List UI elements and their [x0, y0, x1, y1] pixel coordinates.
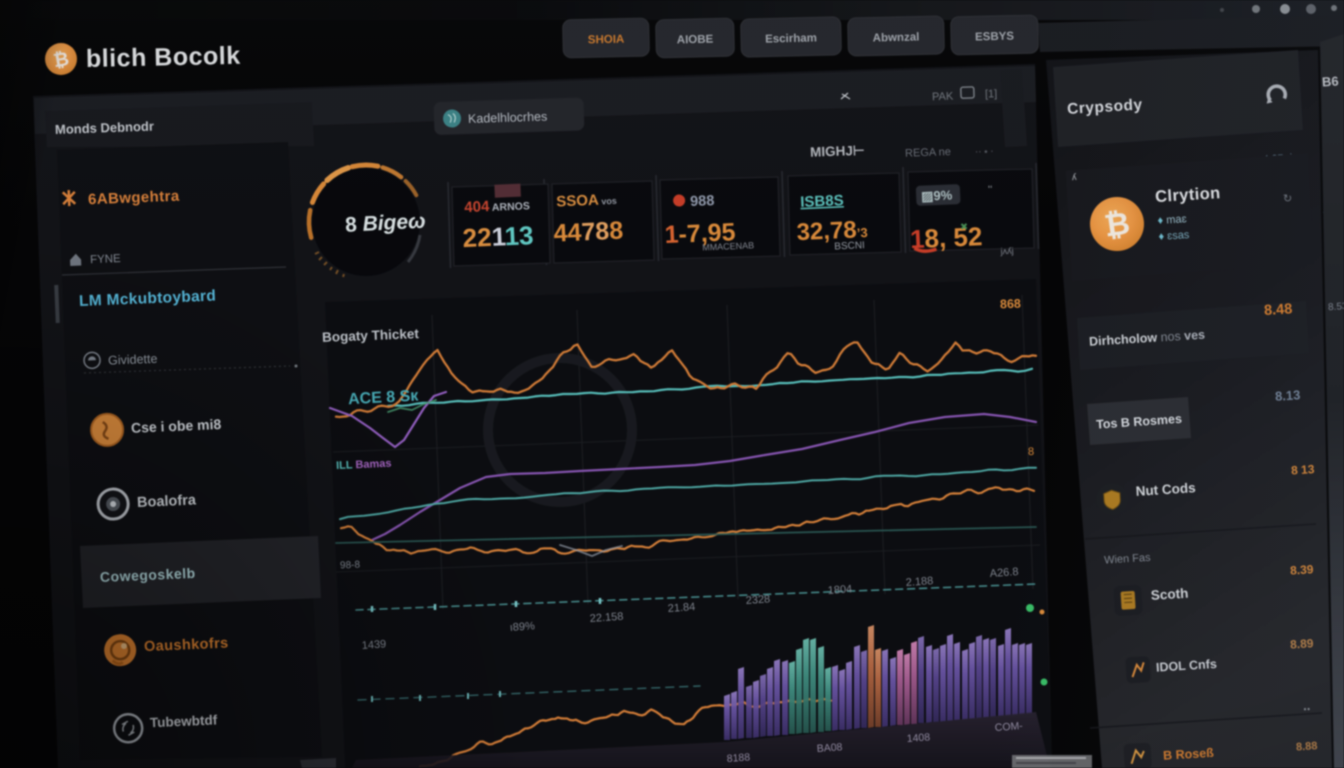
svg-text:..: ..: [1303, 698, 1311, 713]
svg-text:8.89: 8.89: [1290, 636, 1314, 651]
svg-text:COM‐: COM‐: [994, 720, 1023, 734]
svg-text:22113: 22113: [462, 220, 534, 253]
svg-text:FYNE: FYNE: [90, 253, 121, 266]
svg-text:ı89%: ı89%: [509, 620, 535, 634]
svg-text:PAK: PAK: [932, 91, 954, 104]
svg-text:8.48: 8.48: [1264, 301, 1293, 319]
svg-text:BA08: BA08: [816, 741, 843, 755]
svg-text:98-8: 98-8: [340, 560, 361, 572]
svg-text:8.13: 8.13: [1275, 387, 1301, 404]
svg-text:ILL Bamas: ILL Bamas: [336, 458, 392, 472]
svg-text:8.88: 8.88: [1296, 740, 1318, 753]
svg-text:988: 988: [690, 193, 715, 210]
svg-text:2328: 2328: [745, 593, 770, 607]
svg-text:8 Bigeω: 8 Bigeω: [345, 210, 427, 237]
svg-text:BSCNI: BSCNI: [834, 240, 865, 252]
svg-text:8: 8: [1028, 446, 1035, 458]
svg-text:8.39: 8.39: [1290, 562, 1314, 577]
svg-text:Boalofra: Boalofra: [137, 492, 197, 511]
svg-text:↻: ↻: [1283, 193, 1293, 206]
svg-text:44788: 44788: [553, 217, 624, 248]
svg-text:8.53: 8.53: [1328, 301, 1344, 313]
svg-text:Escirham: Escirham: [765, 32, 817, 45]
svg-text:ʻʻ: ʻʻ: [988, 184, 993, 196]
svg-text:8188: 8188: [726, 751, 750, 765]
svg-text:♦ maɛ: ♦ maɛ: [1157, 213, 1187, 227]
svg-text:⋅⋅ • ⋅: ⋅⋅ • ⋅: [975, 147, 994, 159]
svg-text:ESBYS: ESBYS: [975, 31, 1015, 44]
svg-text:♦ ɛsas: ♦ ɛsas: [1158, 229, 1190, 243]
svg-text:1804: 1804: [827, 583, 852, 597]
svg-text:ISB8S: ISB8S: [800, 192, 844, 211]
svg-text:B6: B6: [1322, 73, 1340, 89]
svg-text:REGA ne: REGA ne: [905, 146, 951, 160]
svg-text:1408: 1408: [906, 731, 930, 745]
svg-text:1439: 1439: [361, 638, 386, 652]
svg-text:A26.8: A26.8: [989, 566, 1019, 580]
svg-text:Kadelhlocrhes: Kadelhlocrhes: [468, 110, 548, 126]
svg-text:AIOBE: AIOBE: [677, 34, 714, 47]
svg-text:22.158: 22.158: [589, 611, 623, 625]
svg-text:ϳʌʎϳ: ϳʌʎϳ: [999, 246, 1013, 257]
svg-text:21.84: 21.84: [667, 601, 695, 615]
svg-text:Abwnzal: Abwnzal: [873, 31, 920, 44]
svg-text:8 13: 8 13: [1291, 462, 1315, 477]
svg-text:MIGHJ⊢: MIGHJ⊢: [810, 143, 865, 160]
svg-text:868: 868: [1000, 297, 1021, 312]
svg-text:SHOIA: SHOIA: [588, 34, 625, 47]
svg-text:₿: ₿: [1102, 205, 1132, 243]
svg-text:[1]: [1]: [985, 88, 998, 100]
svg-text:Scoth: Scoth: [1150, 586, 1188, 603]
svg-text:blich Bocolk: blich Bocolk: [86, 42, 241, 73]
svg-text:Gividette: Gividette: [108, 352, 158, 368]
svg-text:Tubewbtdf: Tubewbtdf: [150, 712, 218, 730]
svg-text:▨9%: ▨9%: [921, 187, 953, 203]
svg-text:2.188: 2.188: [905, 575, 933, 589]
